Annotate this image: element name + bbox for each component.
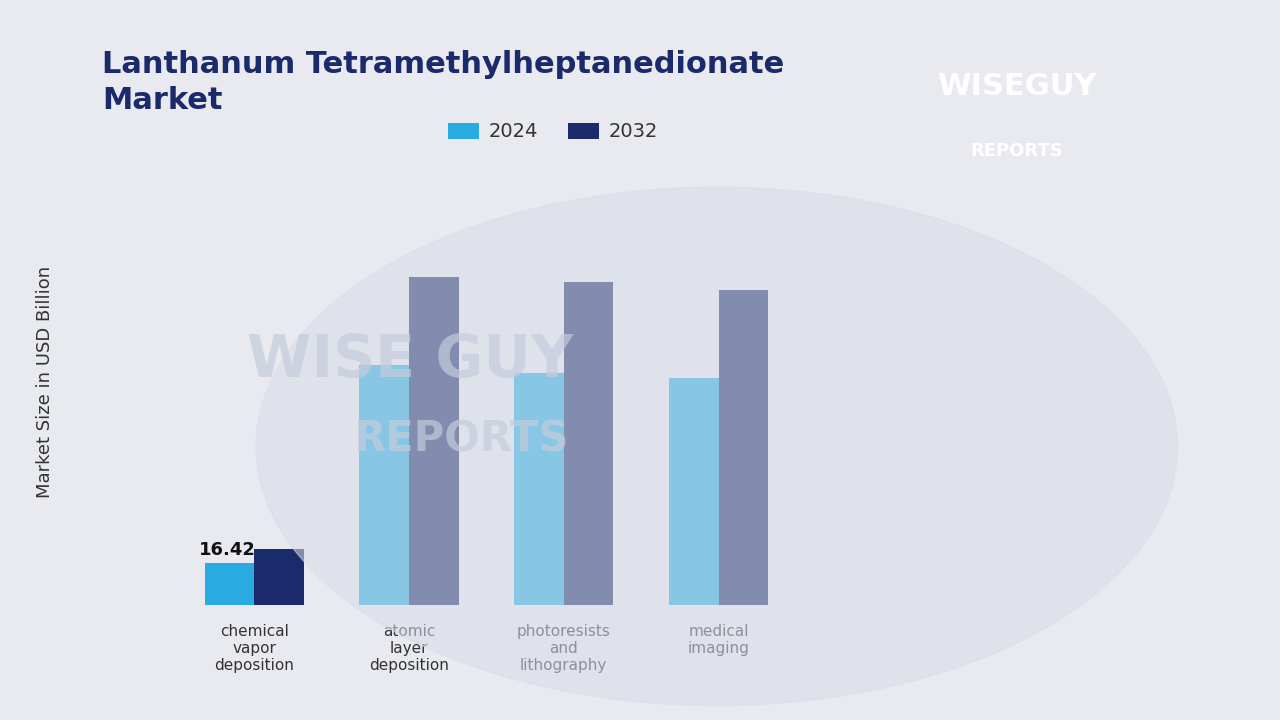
Bar xyxy=(669,378,718,605)
Text: REPORTS: REPORTS xyxy=(970,142,1062,160)
Bar xyxy=(255,549,303,605)
Bar xyxy=(205,564,255,605)
Text: WISE GUY: WISE GUY xyxy=(247,331,572,389)
Legend: 2024, 2032: 2024, 2032 xyxy=(440,114,666,149)
Text: 16.42: 16.42 xyxy=(198,541,256,559)
Bar xyxy=(410,277,458,605)
Bar xyxy=(360,365,410,605)
Text: WISEGUY: WISEGUY xyxy=(937,72,1096,101)
Bar xyxy=(718,289,768,605)
Text: Lanthanum Tetramethylheptanedionate
Market: Lanthanum Tetramethylheptanedionate Mark… xyxy=(102,50,785,115)
Bar xyxy=(515,373,563,605)
Text: REPORTS: REPORTS xyxy=(353,418,568,460)
Bar xyxy=(563,282,613,605)
Text: Market Size in USD Billion: Market Size in USD Billion xyxy=(36,266,54,498)
